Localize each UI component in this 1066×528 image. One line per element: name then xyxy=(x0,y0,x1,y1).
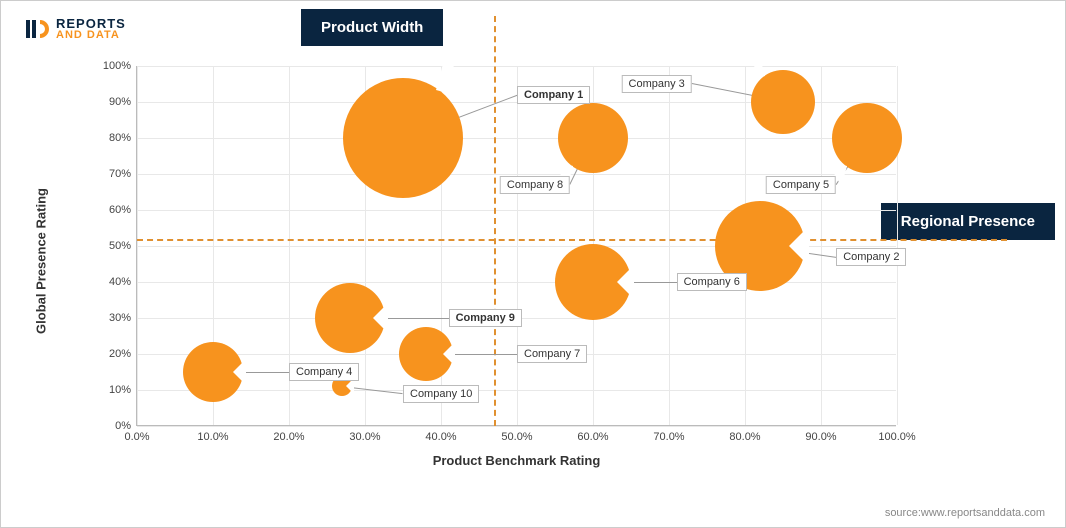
bubble-c3 xyxy=(751,70,815,134)
x-tick-label: 20.0% xyxy=(273,431,304,443)
data-label-c5: Company 5 xyxy=(766,176,836,194)
header-product-width: Product Width xyxy=(301,9,443,46)
bubble-c4 xyxy=(183,342,243,402)
data-label-c10: Company 10 xyxy=(403,385,479,403)
logo: REPORTS AND DATA xyxy=(26,16,126,42)
y-axis-label: Global Presence Rating xyxy=(34,188,49,334)
data-label-c4: Company 4 xyxy=(289,363,359,381)
gridline-v xyxy=(897,66,898,425)
data-label-c6: Company 6 xyxy=(677,273,747,291)
gridline-v xyxy=(137,66,138,425)
y-tick-label: 60% xyxy=(109,204,131,216)
y-tick-label: 20% xyxy=(109,348,131,360)
bubble-c6 xyxy=(555,244,631,320)
y-tick-label: 50% xyxy=(109,240,131,252)
header-regional-presence: Regional Presence xyxy=(881,203,1055,240)
plot-area: Product Benchmark Rating 0%10%20%30%40%5… xyxy=(136,66,896,426)
y-tick-label: 100% xyxy=(103,60,131,72)
y-tick-label: 80% xyxy=(109,132,131,144)
x-tick-label: 60.0% xyxy=(577,431,608,443)
data-label-c9: Company 9 xyxy=(449,309,522,327)
data-label-c7: Company 7 xyxy=(517,345,587,363)
bubble-c9 xyxy=(315,283,385,353)
y-tick-label: 90% xyxy=(109,96,131,108)
x-tick-label: 40.0% xyxy=(425,431,456,443)
chart-container: REPORTS AND DATA Product Width Regional … xyxy=(0,0,1066,528)
source-attribution: source:www.reportsanddata.com xyxy=(885,507,1045,519)
y-tick-label: 30% xyxy=(109,312,131,324)
gridline-v xyxy=(669,66,670,425)
x-tick-label: 0.0% xyxy=(124,431,149,443)
x-tick-label: 100.0% xyxy=(878,431,915,443)
divider-horizontal xyxy=(137,239,1007,241)
logo-text: REPORTS AND DATA xyxy=(56,17,126,41)
y-tick-label: 10% xyxy=(109,384,131,396)
divider-vertical xyxy=(494,16,496,426)
x-axis-label: Product Benchmark Rating xyxy=(433,453,601,468)
data-label-c2: Company 2 xyxy=(836,248,906,266)
bubble-c1 xyxy=(343,78,463,198)
gridline-h xyxy=(137,426,896,427)
y-tick-label: 40% xyxy=(109,276,131,288)
y-tick-label: 70% xyxy=(109,168,131,180)
x-tick-label: 30.0% xyxy=(349,431,380,443)
data-label-c1: Company 1 xyxy=(517,86,590,104)
data-label-c3: Company 3 xyxy=(622,75,692,93)
gridline-v xyxy=(517,66,518,425)
chart-area: Global Presence Rating Product Benchmark… xyxy=(81,66,901,456)
x-tick-label: 50.0% xyxy=(501,431,532,443)
bubble-c5 xyxy=(832,103,902,173)
bubble-c8 xyxy=(558,103,628,173)
x-tick-label: 70.0% xyxy=(653,431,684,443)
x-tick-label: 80.0% xyxy=(729,431,760,443)
bubble-c7 xyxy=(399,327,453,381)
logo-icon xyxy=(26,16,52,42)
data-label-c8: Company 8 xyxy=(500,176,570,194)
logo-text-anddata: AND DATA xyxy=(56,30,126,41)
x-tick-label: 90.0% xyxy=(805,431,836,443)
x-tick-label: 10.0% xyxy=(197,431,228,443)
gridline-v xyxy=(821,66,822,425)
